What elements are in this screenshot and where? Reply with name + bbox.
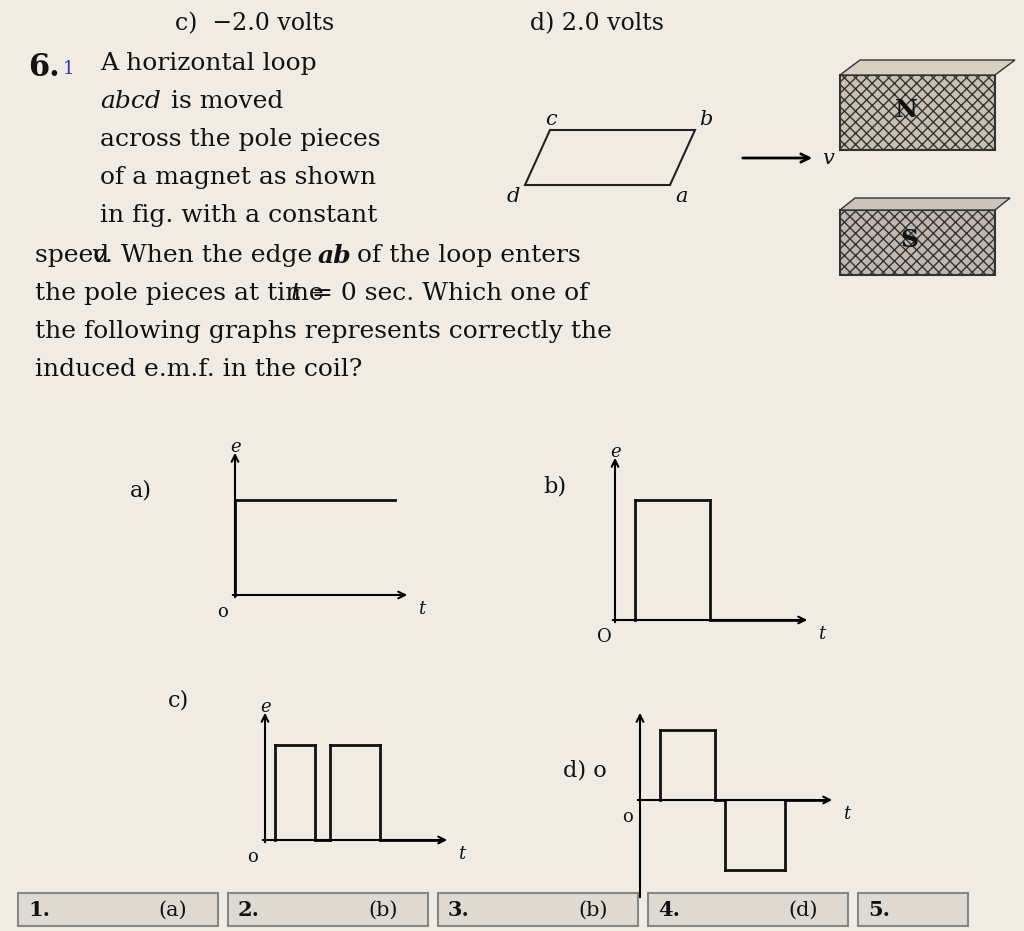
Text: d) o: d) o xyxy=(563,760,607,782)
Text: t: t xyxy=(843,805,850,823)
Text: c)  −2.0 volts: c) −2.0 volts xyxy=(175,12,334,35)
Text: a: a xyxy=(675,187,687,206)
Text: o: o xyxy=(247,848,258,866)
Text: (d): (d) xyxy=(788,900,817,920)
Text: e: e xyxy=(230,438,241,456)
Text: 1: 1 xyxy=(63,60,75,78)
Text: t: t xyxy=(458,845,465,863)
Polygon shape xyxy=(840,60,1015,75)
Text: d: d xyxy=(507,187,520,206)
Bar xyxy=(840,210,995,275)
Text: (b): (b) xyxy=(578,900,607,920)
Text: A horizontal loop: A horizontal loop xyxy=(100,52,316,75)
Bar xyxy=(840,75,995,150)
Bar xyxy=(438,893,638,926)
Text: 3.: 3. xyxy=(449,900,470,920)
Text: b): b) xyxy=(543,475,566,497)
Text: a): a) xyxy=(130,480,152,502)
Text: o: o xyxy=(622,808,633,826)
Text: d) 2.0 volts: d) 2.0 volts xyxy=(530,12,664,35)
Polygon shape xyxy=(840,198,1010,210)
Text: t: t xyxy=(418,600,425,618)
Bar xyxy=(18,893,218,926)
Text: v: v xyxy=(91,244,105,267)
Bar xyxy=(858,893,968,926)
Text: . When the edge: . When the edge xyxy=(105,244,321,267)
Text: the following graphs represents correctly the: the following graphs represents correctl… xyxy=(35,320,612,343)
Text: e: e xyxy=(610,443,621,461)
Text: the pole pieces at time: the pole pieces at time xyxy=(35,282,332,305)
Text: e: e xyxy=(260,698,270,716)
Text: (a): (a) xyxy=(158,900,186,920)
Text: 1.: 1. xyxy=(28,900,50,920)
Text: is moved: is moved xyxy=(163,90,284,113)
Text: c: c xyxy=(545,110,557,129)
Text: 2.: 2. xyxy=(238,900,260,920)
Text: 5.: 5. xyxy=(868,900,890,920)
Text: o: o xyxy=(217,603,227,621)
Text: ab: ab xyxy=(318,244,352,268)
Text: 6.: 6. xyxy=(28,52,59,83)
Text: v: v xyxy=(822,149,834,168)
Bar xyxy=(228,893,428,926)
Text: speed: speed xyxy=(35,244,118,267)
Text: c): c) xyxy=(168,690,189,712)
Text: (b): (b) xyxy=(368,900,397,920)
Text: across the pole pieces: across the pole pieces xyxy=(100,128,381,151)
Text: = 0 sec. Which one of: = 0 sec. Which one of xyxy=(304,282,589,305)
Text: 4.: 4. xyxy=(658,900,680,920)
Text: S: S xyxy=(900,228,918,252)
Text: b: b xyxy=(699,110,713,129)
Text: t: t xyxy=(818,625,825,643)
Text: in fig. with a constant: in fig. with a constant xyxy=(100,204,378,227)
Text: t: t xyxy=(291,282,301,305)
Text: of a magnet as shown: of a magnet as shown xyxy=(100,166,376,189)
Bar xyxy=(648,893,848,926)
Text: induced e.m.f. in the coil?: induced e.m.f. in the coil? xyxy=(35,358,362,381)
Text: O: O xyxy=(597,628,611,646)
Text: N: N xyxy=(895,98,918,122)
Text: of the loop enters: of the loop enters xyxy=(349,244,581,267)
Text: abcd: abcd xyxy=(100,90,161,113)
